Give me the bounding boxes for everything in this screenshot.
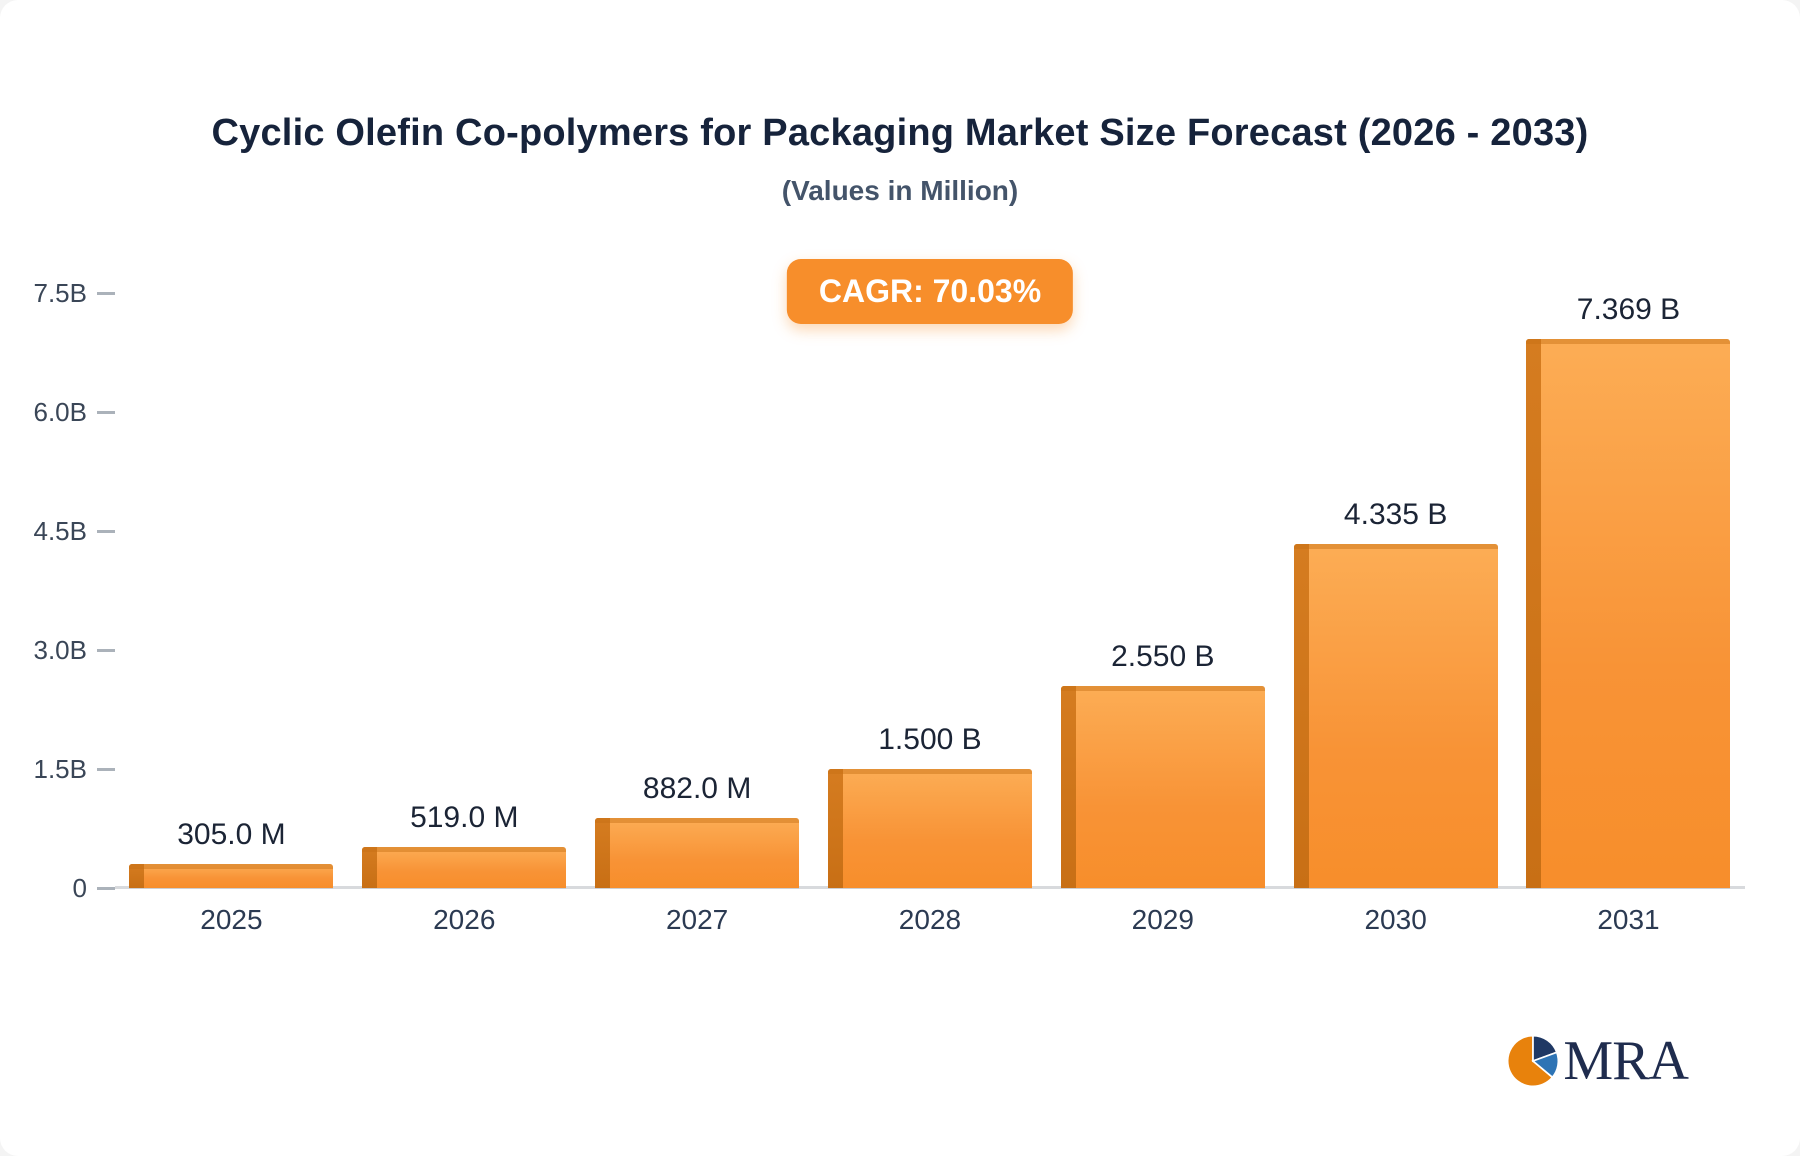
mra-logo-text: MRA: [1563, 1030, 1689, 1092]
chart-area: 0 1.5B 3.0B 4.5B 6.0B 7.5B CAGR: 70.03% 305.0…: [0, 259, 1800, 935]
x-axis-label: 2025: [200, 904, 263, 935]
x-axis-label: 2031: [1597, 904, 1660, 935]
bar-slot: 305.0 M 2025: [115, 293, 348, 935]
plot-area: CAGR: 70.03% 305.0 M 2025 519.0 M 2026 882.0…: [115, 259, 1745, 935]
bar-slot: 1.500 B 2028: [814, 293, 1047, 935]
y-tick-mark: [97, 767, 115, 771]
bar-value-label: 7.369 B: [1576, 293, 1681, 326]
y-tick-label: 7.5B: [33, 277, 88, 308]
y-tick-label: 3.0B: [33, 634, 88, 665]
mra-logo: MRA: [1504, 1030, 1689, 1092]
y-tick-mark: [97, 410, 115, 414]
bar-slot: 2.550 B 2029: [1046, 293, 1279, 935]
bar-slot: 519.0 M 2026: [348, 293, 581, 935]
bar-value-label: 305.0 M: [177, 818, 286, 851]
x-axis-label: 2027: [665, 904, 729, 935]
y-tick-mark: [97, 291, 115, 295]
bar-slot: 4.335 B 2030: [1279, 293, 1512, 935]
y-tick: 7.5B: [33, 277, 115, 308]
chart-title: Cyclic Olefin Co-polymers for Packaging …: [211, 112, 1589, 154]
bar-value-label: 1.500 B: [878, 723, 982, 756]
bar-2026[interactable]: [362, 847, 567, 888]
bar-value-label: 4.335 B: [1343, 498, 1448, 531]
cagr-badge: CAGR: 70.03%: [786, 259, 1074, 324]
bar-2028[interactable]: [827, 769, 1032, 888]
y-tick: 0: [73, 873, 115, 903]
y-tick-label: 6.0B: [33, 396, 88, 427]
y-tick-mark: [97, 529, 115, 533]
y-tick-mark: [97, 648, 115, 652]
x-axis-label: 2029: [1131, 904, 1194, 935]
y-axis: 0 1.5B 3.0B 4.5B 6.0B 7.5B: [20, 278, 115, 903]
y-tick-label: 4.5B: [33, 515, 88, 546]
bar-2029[interactable]: [1060, 686, 1265, 888]
bar-slot: 7.369 B 2031: [1512, 293, 1745, 935]
bar-2030[interactable]: [1293, 544, 1498, 888]
bar-slot: 882.0 M 2027: [581, 293, 814, 935]
y-tick-label: 1.5B: [33, 753, 88, 784]
x-axis-label: 2030: [1364, 904, 1427, 935]
y-tick-label: 0: [72, 872, 87, 903]
x-axis-label: 2026: [433, 904, 496, 935]
mra-logo-pie-icon: [1507, 1034, 1560, 1088]
x-axis-label: 2028: [898, 904, 962, 935]
y-tick-mark: [97, 886, 115, 890]
bar-value-label: 882.0 M: [642, 772, 752, 805]
bar-2027[interactable]: [595, 818, 800, 888]
bar-value-label: 519.0 M: [410, 801, 519, 834]
bar-2025[interactable]: [129, 864, 334, 888]
y-tick: 6.0B: [33, 396, 115, 427]
bar-value-label: 2.550 B: [1111, 640, 1215, 673]
bar-2031[interactable]: [1526, 339, 1731, 888]
y-tick: 1.5B: [33, 753, 115, 784]
y-tick: 3.0B: [33, 634, 115, 665]
chart-subtitle: (Values in Million): [781, 175, 1019, 206]
y-tick: 4.5B: [33, 515, 115, 546]
